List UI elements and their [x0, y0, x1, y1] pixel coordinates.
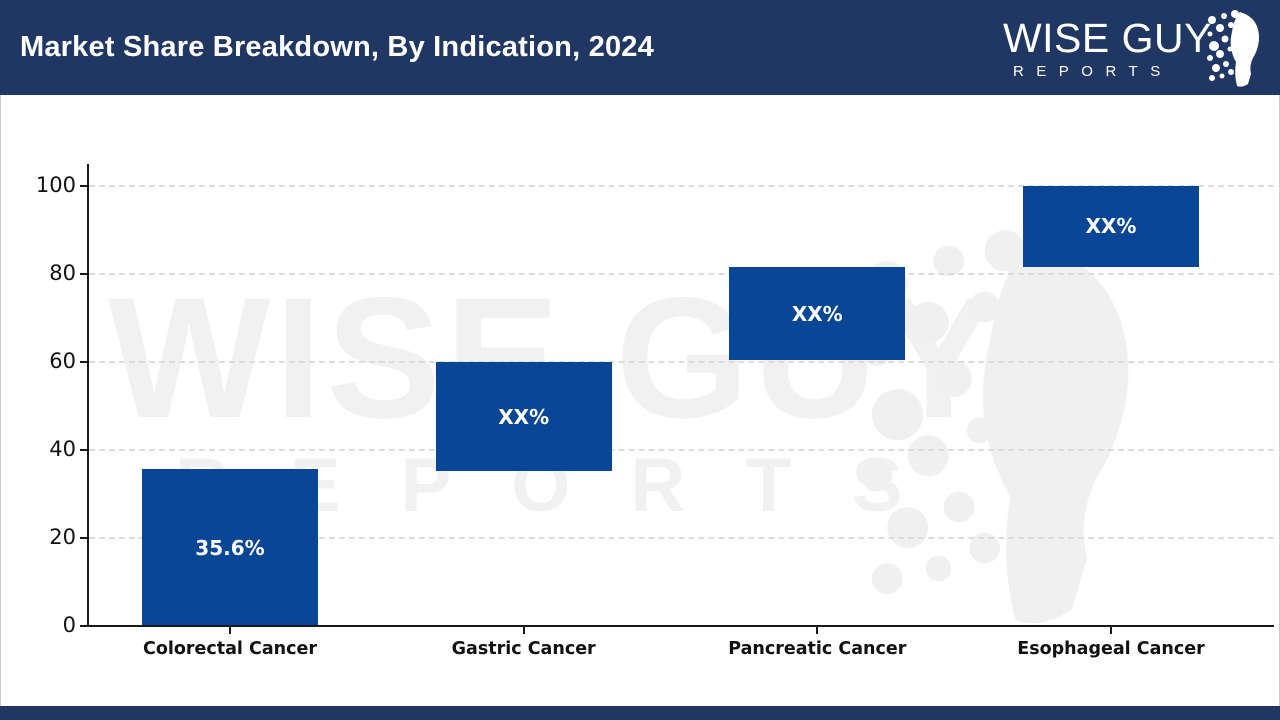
bar-value-label: XX%	[791, 301, 843, 326]
logo-face-icon	[1207, 10, 1260, 87]
page-title: Market Share Breakdown, By Indication, 2…	[20, 31, 654, 63]
gridline	[89, 537, 1274, 539]
y-tick-label: 100	[35, 173, 76, 197]
gridline	[89, 449, 1274, 451]
x-tick-mark	[816, 627, 819, 634]
bar: XX%	[1023, 186, 1199, 267]
y-tick-mark	[80, 273, 88, 275]
gridline	[89, 273, 1274, 275]
bar: XX%	[729, 266, 906, 361]
bar-value-label: 35.6%	[195, 535, 265, 560]
y-tick-mark	[80, 361, 88, 363]
y-tick-label: 40	[49, 437, 76, 461]
header-banner: Market Share Breakdown, By Indication, 2…	[0, 0, 1280, 95]
y-tick-label: 20	[49, 525, 76, 549]
x-category-label: Pancreatic Cancer	[728, 639, 907, 659]
gridline	[89, 361, 1274, 363]
logo-wordmark-line2: REPORTS	[1012, 62, 1173, 80]
footer-banner	[0, 706, 1280, 720]
y-tick-mark	[80, 449, 88, 451]
bar: 35.6%	[142, 469, 318, 626]
y-tick-mark	[80, 185, 88, 187]
logo: WISE GUY REPORTS	[1003, 8, 1266, 88]
y-tick-label: 80	[49, 261, 76, 285]
y-axis	[87, 164, 89, 627]
bar-value-label: XX%	[1085, 214, 1137, 239]
gridline	[89, 185, 1274, 187]
x-tick-mark	[229, 627, 231, 634]
x-axis	[87, 625, 1274, 627]
logo-wordmark-line1: WISE GUY	[1002, 15, 1212, 62]
x-tick-mark	[522, 627, 525, 634]
y-tick-label: 0	[62, 613, 76, 637]
y-tick-label: 60	[49, 349, 76, 373]
y-tick-mark	[80, 625, 88, 627]
bar-value-label: XX%	[498, 404, 550, 429]
logo-wordmark: WISE GUY REPORTS	[1002, 15, 1212, 80]
x-category-label: Colorectal Cancer	[142, 639, 317, 659]
x-tick-mark	[1110, 627, 1112, 634]
x-category-label: Gastric Cancer	[451, 639, 596, 659]
y-tick-mark	[80, 537, 88, 539]
bar: XX%	[435, 362, 612, 472]
x-category-label: Esophageal Cancer	[1017, 639, 1205, 659]
